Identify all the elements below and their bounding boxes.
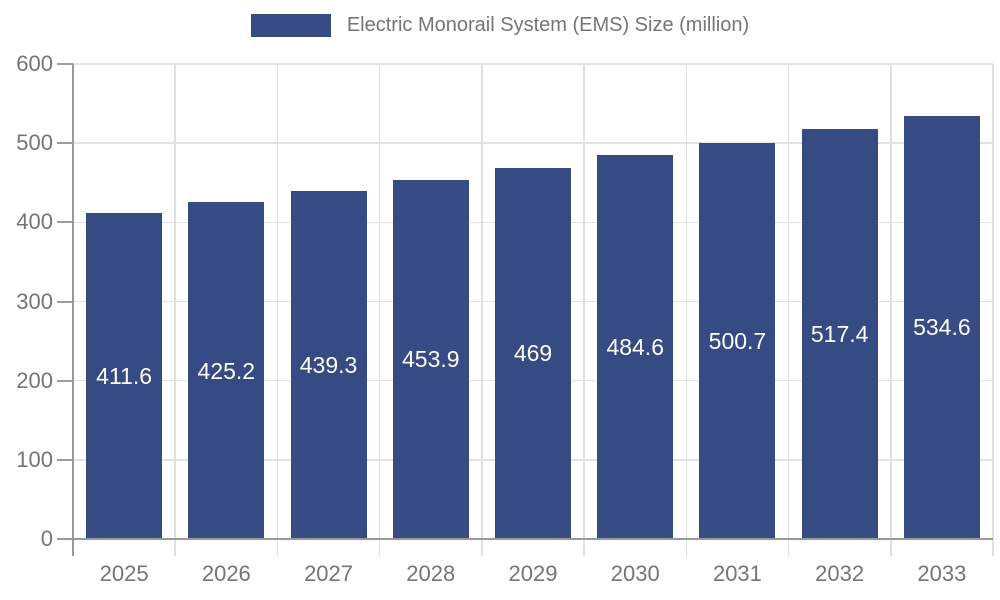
y-axis-tick-label: 400 [16, 209, 53, 235]
bar[interactable] [86, 213, 163, 539]
legend-swatch [250, 14, 331, 37]
x-gridline [787, 64, 790, 556]
y-axis-tick [57, 458, 73, 461]
bar[interactable] [597, 155, 674, 539]
x-gridline [992, 64, 994, 556]
y-axis-tick-label: 200 [16, 367, 53, 393]
y-axis-line [72, 64, 74, 556]
x-axis-tick-label: 2026 [201, 561, 251, 586]
bar-value-label: 453.9 [401, 346, 460, 373]
bar-value-label: 411.6 [96, 363, 153, 390]
x-axis-tick-label: 2030 [610, 561, 660, 586]
x-axis-tick-label: 2032 [815, 561, 865, 586]
bar[interactable] [903, 115, 980, 539]
x-axis-line [57, 538, 993, 540]
bar-value-label: 484.6 [606, 334, 664, 361]
bar[interactable] [495, 167, 571, 539]
x-gridline [276, 64, 279, 556]
y-axis-tick-label: 500 [16, 130, 53, 156]
bar-value-label: 425.2 [197, 357, 256, 384]
x-axis-tick-label: 2028 [406, 561, 456, 586]
y-axis-tick-label: 300 [16, 288, 53, 314]
bar[interactable] [801, 129, 878, 539]
x-gridline [174, 64, 176, 556]
x-gridline [890, 64, 892, 556]
y-gridline [73, 63, 993, 65]
bar-value-label: 534.6 [913, 314, 971, 341]
y-axis-tick-label: 100 [16, 446, 53, 472]
bar-value-label: 439.3 [299, 352, 358, 379]
x-axis-tick-label: 2025 [99, 561, 149, 586]
y-axis-tick-label: 600 [16, 51, 53, 76]
bar-value-label: 469 [513, 340, 553, 367]
bar[interactable] [699, 142, 776, 539]
y-gridline [73, 142, 993, 144]
x-gridline [378, 64, 381, 556]
x-axis-tick-label: 2031 [712, 561, 762, 586]
legend-label: Electric Monorail System (EMS) Size (mil… [346, 14, 750, 36]
bar-value-label: 517.4 [810, 321, 869, 348]
y-axis-tick-label: 0 [40, 526, 53, 551]
x-axis-tick-label: 2029 [508, 561, 558, 586]
bar[interactable] [392, 179, 469, 539]
bar[interactable] [290, 191, 367, 539]
legend-item[interactable]: Electric Monorail System (EMS) Size (mil… [0, 14, 1000, 37]
y-axis-tick [57, 221, 73, 224]
y-axis-tick [57, 63, 73, 65]
x-axis-tick-label: 2033 [917, 561, 967, 586]
x-axis-tick-label: 2027 [304, 561, 354, 586]
x-gridline [583, 64, 585, 556]
x-gridline [481, 64, 483, 556]
y-axis-tick [57, 379, 73, 382]
bar[interactable] [188, 202, 265, 539]
x-gridline [685, 64, 688, 556]
y-axis-tick [57, 142, 73, 145]
y-axis-tick [57, 300, 73, 303]
bar-value-label: 500.7 [708, 327, 767, 354]
